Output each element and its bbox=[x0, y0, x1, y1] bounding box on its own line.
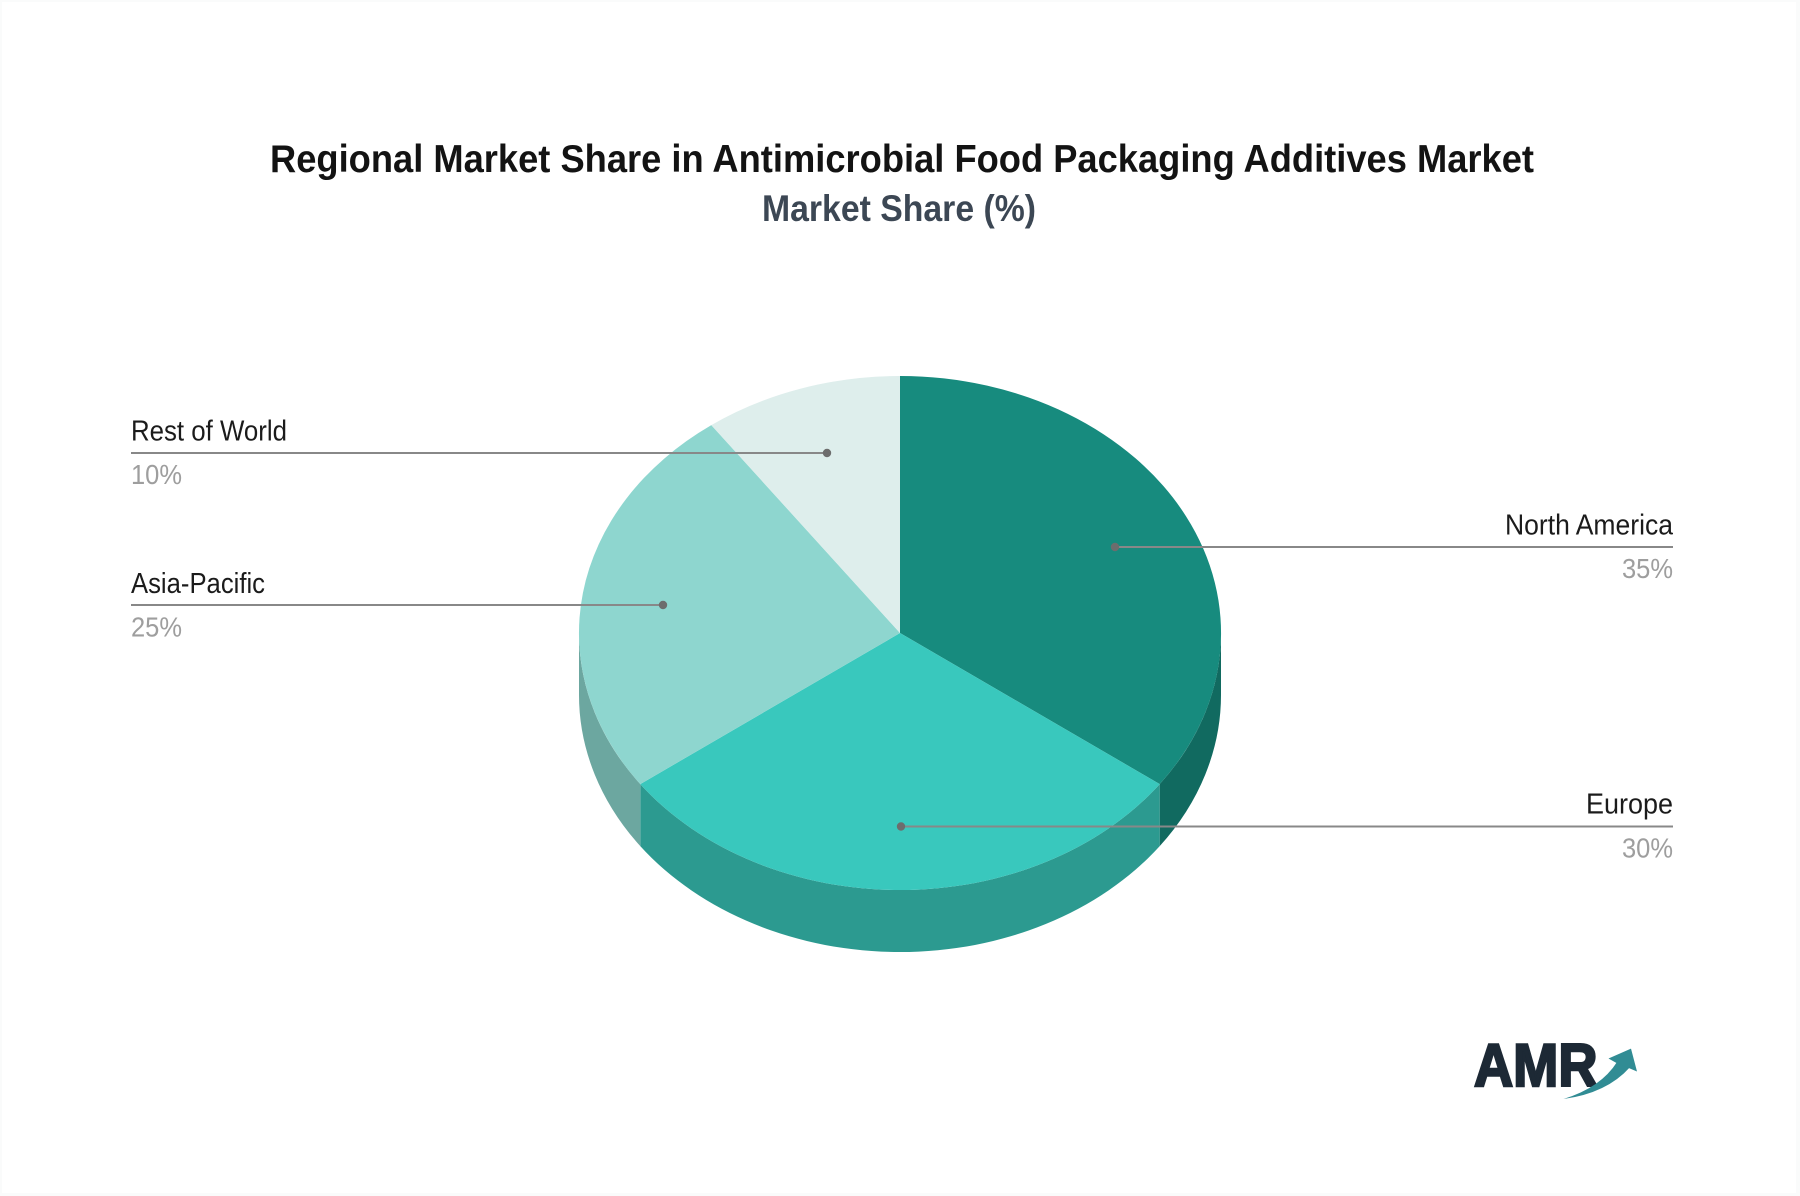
svg-text:35%: 35% bbox=[1622, 553, 1673, 584]
svg-text:30%: 30% bbox=[1622, 833, 1673, 864]
svg-text:Rest of World: Rest of World bbox=[131, 416, 287, 448]
svg-text:10%: 10% bbox=[131, 459, 182, 490]
svg-text:Europe: Europe bbox=[1586, 789, 1673, 821]
svg-text:Regional Market Share in Antim: Regional Market Share in Antimicrobial F… bbox=[270, 138, 1534, 181]
svg-text:Asia-Pacific: Asia-Pacific bbox=[131, 568, 265, 600]
svg-text:North America: North America bbox=[1505, 510, 1673, 542]
svg-text:AMR: AMR bbox=[1474, 1032, 1598, 1099]
svg-text:Market Share (%): Market Share (%) bbox=[762, 188, 1036, 229]
svg-text:25%: 25% bbox=[131, 612, 182, 643]
